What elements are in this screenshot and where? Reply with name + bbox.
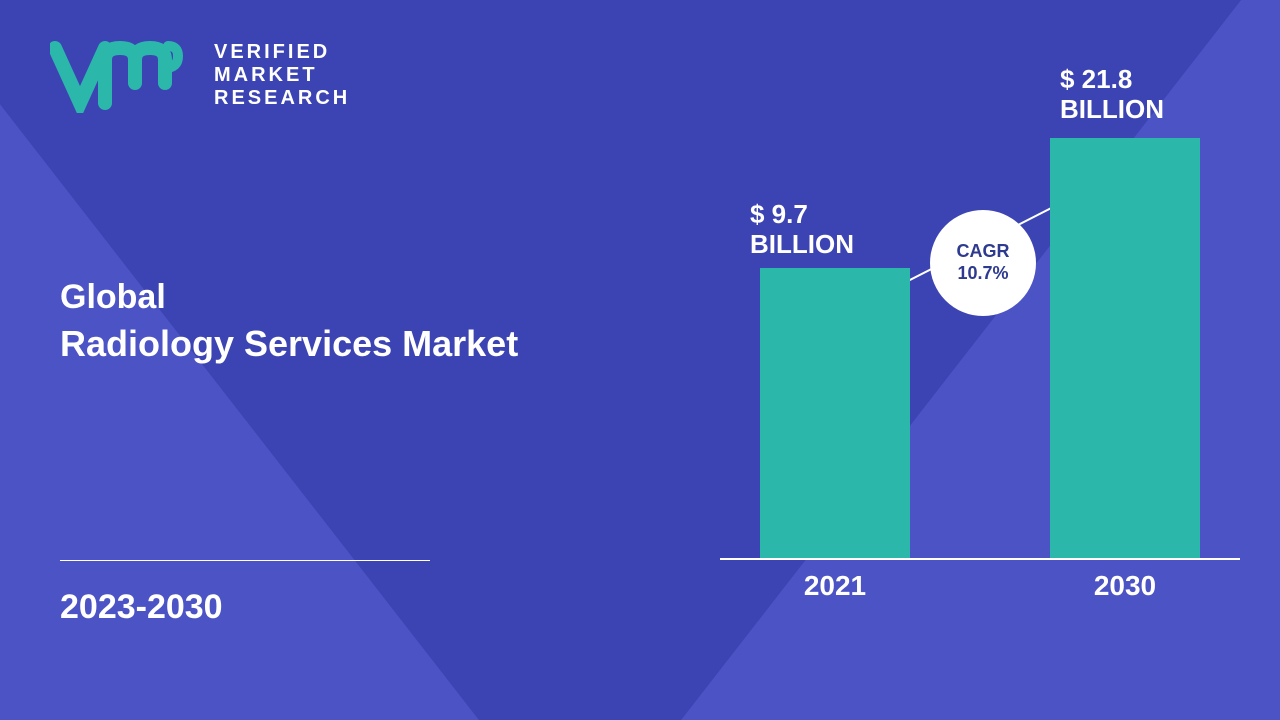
bar-2030-year: 2030 bbox=[1050, 570, 1200, 602]
forecast-period: 2023-2030 bbox=[60, 588, 223, 627]
x-axis bbox=[720, 558, 1240, 560]
title-line1: Global bbox=[60, 278, 518, 317]
bar-2021 bbox=[760, 268, 910, 558]
bar-2030 bbox=[1050, 138, 1200, 558]
cagr-badge: CAGR 10.7% bbox=[930, 210, 1036, 316]
logo-line1: VERIFIED bbox=[214, 41, 350, 64]
bar-2030-value: $ 21.8 BILLION bbox=[1060, 65, 1164, 125]
logo-text: VERIFIED MARKET RESEARCH bbox=[214, 41, 350, 110]
vmr-logo-icon bbox=[50, 38, 200, 113]
cagr-label: CAGR bbox=[957, 241, 1010, 263]
divider bbox=[60, 560, 430, 561]
bar-chart: $ 9.7 BILLION 2021 $ 21.8 BILLION 2030 C… bbox=[720, 60, 1240, 620]
bar-2021-value-line2: BILLION bbox=[750, 230, 854, 260]
bar-2021-year: 2021 bbox=[760, 570, 910, 602]
title-block: Global Radiology Services Market bbox=[60, 278, 518, 365]
bar-2021-value-line1: $ 9.7 bbox=[750, 200, 854, 230]
bar-2030-value-line2: BILLION bbox=[1060, 95, 1164, 125]
bar-2030-value-line1: $ 21.8 bbox=[1060, 65, 1164, 95]
title-line2: Radiology Services Market bbox=[60, 323, 518, 365]
bar-2021-value: $ 9.7 BILLION bbox=[750, 200, 854, 260]
logo: VERIFIED MARKET RESEARCH bbox=[50, 38, 350, 113]
logo-line3: RESEARCH bbox=[214, 87, 350, 110]
logo-line2: MARKET bbox=[214, 64, 350, 87]
cagr-value: 10.7% bbox=[957, 263, 1008, 285]
